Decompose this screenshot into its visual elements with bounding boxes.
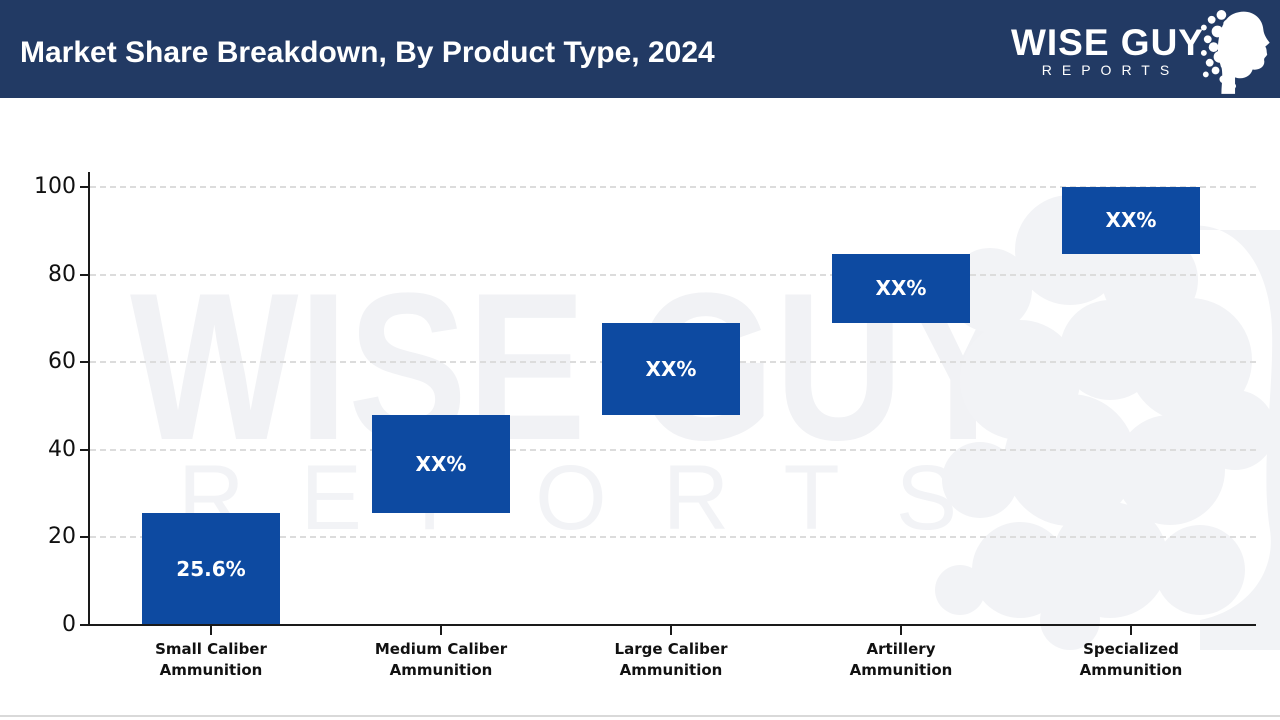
watermark-head-graphic [935, 195, 1280, 650]
grid-line [90, 448, 1256, 451]
x-category-label: Small Caliber Ammunition [155, 640, 267, 679]
x-category-label: Artillery Ammunition [849, 640, 953, 679]
bar-value-label: XX% [875, 276, 927, 301]
page-title: Market Share Breakdown, By Product Type,… [20, 36, 715, 69]
grid-line [90, 536, 1256, 539]
logo-head-icon [1200, 10, 1270, 94]
bar: XX% [1062, 187, 1200, 254]
y-tick-label: 60 [48, 349, 76, 375]
grid-line [90, 273, 1256, 276]
y-tick [80, 361, 88, 364]
x-category-label: Large Caliber Ammunition [614, 640, 728, 679]
bottom-border-line [0, 715, 1280, 717]
bar: 25.6% [142, 512, 280, 625]
bar-value-label: 25.6% [176, 556, 246, 581]
x-category-label: Medium Caliber Ammunition [374, 640, 508, 679]
y-tick [80, 448, 88, 451]
x-tick [670, 626, 672, 635]
y-tick-label: 0 [62, 612, 76, 637]
y-axis-line [88, 172, 90, 626]
header-bar: Market Share Breakdown, By Product Type,… [0, 0, 1280, 98]
bar: XX% [602, 322, 740, 415]
y-tick [80, 273, 88, 276]
y-tick [80, 186, 88, 188]
bar: XX% [372, 414, 510, 513]
y-tick-label: 40 [48, 436, 76, 462]
wise-guy-reports-logo: WISE GUY REPORTS [1011, 8, 1276, 94]
logo-text: WISE GUY REPORTS [1010, 21, 1204, 79]
bar-value-label: XX% [1105, 208, 1157, 233]
y-tick [80, 624, 88, 626]
bar-value-label: XX% [415, 451, 467, 476]
x-tick [210, 626, 212, 635]
logo-wordmark: WISE GUY [1010, 21, 1204, 63]
y-tick-label: 100 [34, 174, 76, 199]
x-axis-line [88, 624, 1256, 626]
bar: XX% [832, 253, 970, 323]
x-tick [900, 626, 902, 635]
y-tick-label: 20 [48, 524, 76, 550]
x-tick [1130, 626, 1132, 635]
grid-line [90, 186, 1256, 188]
y-tick-label: 80 [48, 261, 76, 287]
bar-value-label: XX% [645, 356, 697, 381]
logo-subtext: REPORTS [1041, 62, 1180, 79]
y-tick [80, 536, 88, 539]
x-tick [440, 626, 442, 635]
x-category-label: Specialized Ammunition [1079, 640, 1183, 679]
